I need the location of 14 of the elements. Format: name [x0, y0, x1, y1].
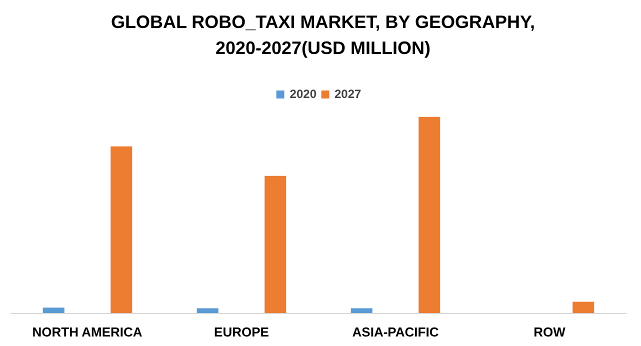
bar — [264, 176, 286, 314]
bar — [110, 146, 132, 314]
x-tick-label: ROW — [534, 324, 566, 340]
x-tick-label: ASIA-PACIFIC — [352, 324, 440, 340]
legend-label: 2020 — [290, 87, 316, 101]
chart-title: GLOBAL ROBO_TAXI MARKET, BY GEOGRAPHY, 2020-2027(USD MILLION) — [110, 11, 536, 60]
legend-label: 2027 — [334, 87, 362, 101]
bar — [350, 308, 372, 314]
bar — [572, 302, 594, 314]
bar — [418, 116, 440, 314]
bar — [42, 308, 64, 314]
x-tick-label: EUROPE — [214, 324, 270, 340]
bar — [196, 308, 218, 314]
x-tick-label: NORTH AMERICA — [32, 324, 143, 340]
